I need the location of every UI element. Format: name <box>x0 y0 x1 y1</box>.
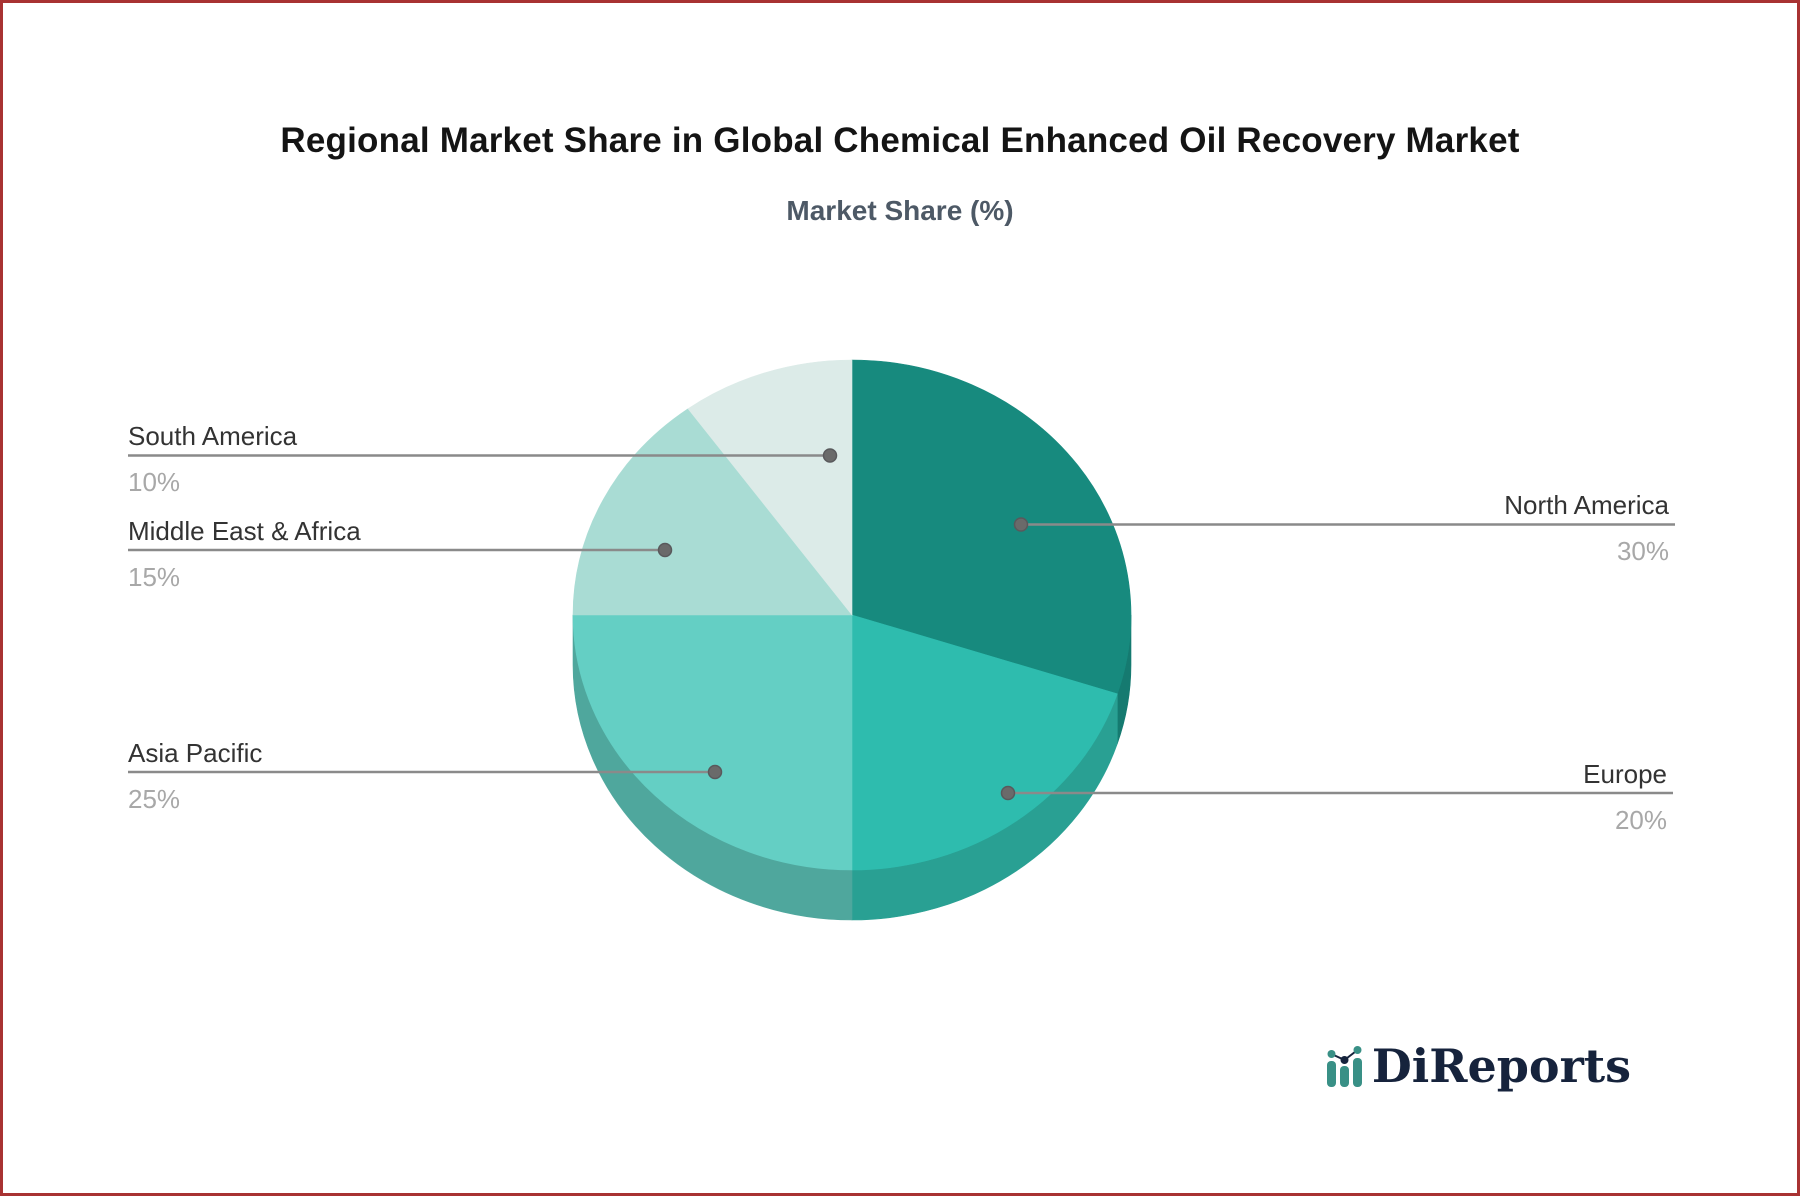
pie-chart <box>128 359 1675 921</box>
callout-anchor-dot <box>707 764 723 780</box>
pie-slice <box>851 614 1118 871</box>
callout-anchor-dot <box>1000 785 1016 801</box>
callout-value: 25% <box>128 784 181 814</box>
callout-value: 20% <box>1614 805 1667 835</box>
callout-label: Asia Pacific <box>128 738 263 768</box>
chart-title: Regional Market Share in Global Chemical… <box>280 121 1520 160</box>
callout-asia-pacific: Asia Pacific 25% <box>128 738 262 814</box>
callout-value: 30% <box>1616 536 1669 566</box>
callout-europe: Europe 20% <box>1583 759 1667 835</box>
pie-slice <box>572 408 853 616</box>
pie-slice <box>687 359 853 616</box>
callout-south-america: South America 10% <box>128 421 297 497</box>
callout-label: Europe <box>1583 759 1667 789</box>
bar-line-chart-icon <box>1326 1046 1362 1087</box>
callout-label: Middle East & Africa <box>128 516 361 546</box>
callout-label: South America <box>128 421 298 451</box>
callout-north-america: North America 30% <box>1504 490 1669 566</box>
pie-slice <box>572 614 853 871</box>
brand-name: DiReports <box>1371 1039 1631 1093</box>
callout-value: 15% <box>128 562 181 592</box>
callout-middle-east-africa: Middle East & Africa 15% <box>128 516 361 592</box>
callout-value: 10% <box>128 467 181 497</box>
callout-anchor-dot <box>657 542 673 558</box>
callout-label: North America <box>1504 490 1669 520</box>
brand-logo: DiReports <box>1326 1041 1631 1091</box>
callout-anchor-dot <box>822 448 838 463</box>
chart-subtitle: Market Share (%) <box>786 195 1014 226</box>
callout-anchor-dot <box>1013 517 1029 532</box>
pie-slice <box>851 359 1132 695</box>
